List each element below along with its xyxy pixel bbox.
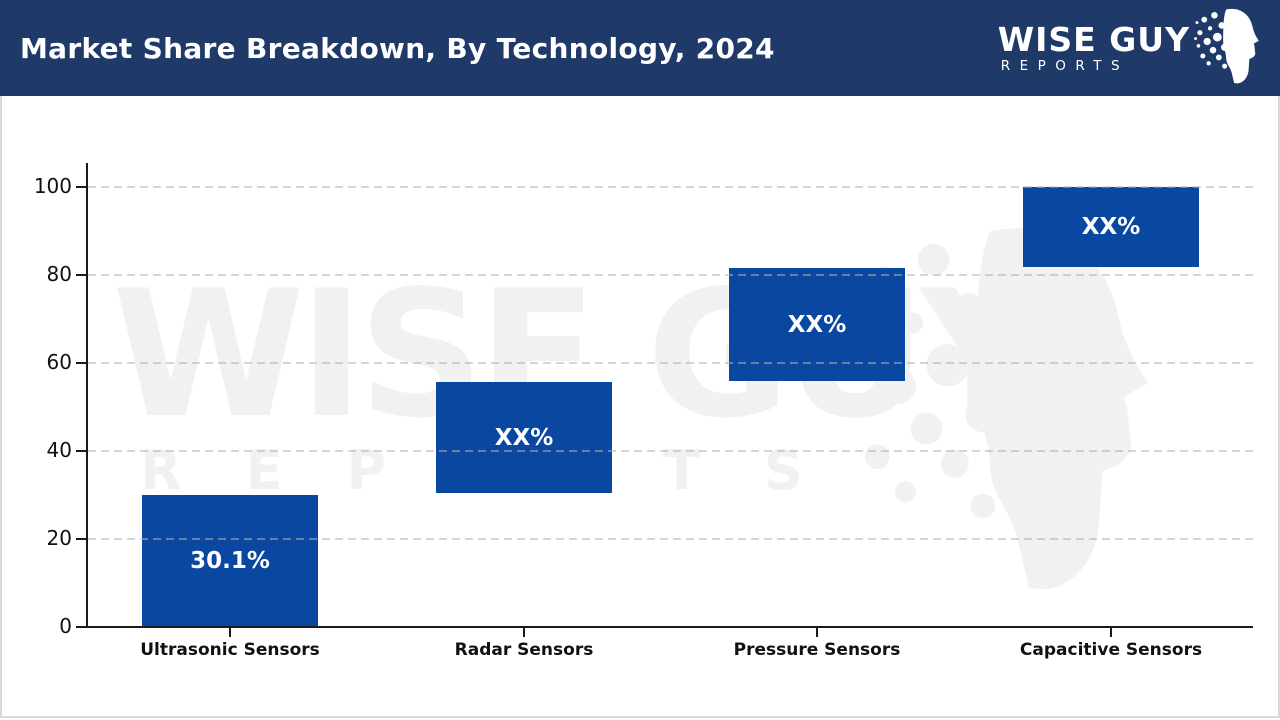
y-tick-mark	[76, 362, 86, 364]
x-category-label: Pressure Sensors	[733, 640, 901, 660]
logo-brand-line1: WISE GUY	[997, 19, 1190, 59]
wiseguy-logo-text: WISE GUY REPORTS	[998, 23, 1190, 74]
x-tick-mark	[523, 628, 525, 637]
bar-value-label: XX%	[787, 311, 847, 338]
gridline	[88, 450, 1253, 452]
y-tick-mark	[76, 450, 86, 452]
y-tick-label: 20	[46, 526, 72, 550]
y-tick-mark	[76, 626, 86, 628]
bar-value-label: XX%	[1081, 214, 1141, 241]
x-category-label: Capacitive Sensors	[1019, 640, 1203, 660]
y-tick-mark	[76, 274, 86, 276]
bar	[1023, 187, 1199, 268]
y-tick-label: 100	[33, 174, 72, 198]
gridline	[88, 362, 1253, 364]
bar	[142, 494, 318, 627]
bar-value-label: XX%	[494, 424, 554, 451]
bar	[436, 381, 612, 494]
x-category-label: Ultrasonic Sensors	[140, 640, 320, 660]
x-axis-spine	[86, 626, 1253, 628]
y-tick-label: 40	[46, 438, 72, 462]
bar-value-label: 30.1%	[190, 547, 270, 574]
y-tick-mark	[76, 186, 86, 188]
x-tick-mark	[229, 628, 231, 637]
gridline	[88, 274, 1253, 276]
header: Market Share Breakdown, By Technology, 2…	[0, 0, 1280, 96]
y-tick-label: 80	[46, 262, 72, 286]
y-tick-mark	[76, 538, 86, 540]
logo-brand-line2: REPORTS	[1000, 57, 1130, 74]
y-tick-label: 60	[46, 350, 72, 374]
gridline	[88, 538, 1253, 540]
x-tick-mark	[816, 628, 818, 637]
gridline	[88, 186, 1253, 188]
x-tick-mark	[1110, 628, 1112, 637]
page-title: Market Share Breakdown, By Technology, 2…	[20, 31, 775, 65]
wiseguy-logo: WISE GUY REPORTS	[998, 8, 1280, 88]
wiseguy-face-logo-icon	[1192, 8, 1266, 88]
x-category-label: Radar Sensors	[454, 640, 594, 660]
y-tick-label: 0	[59, 614, 72, 638]
y-axis-spine	[86, 163, 88, 628]
